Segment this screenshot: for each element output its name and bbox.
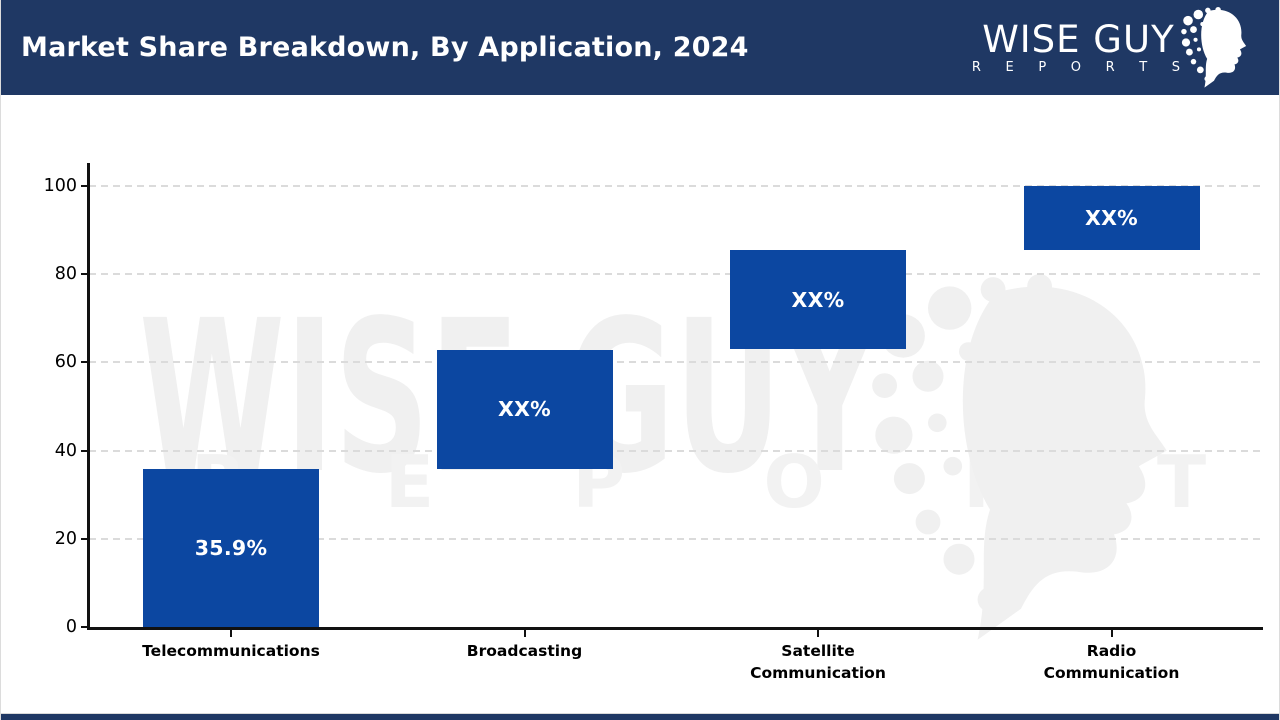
bar: XX% [436,349,613,469]
bar: 35.9% [143,468,319,627]
header: Market Share Breakdown, By Application, … [1,0,1279,95]
y-tick-mark [81,449,88,452]
bottom-hairline [1,713,1279,714]
x-category-label-line: Communication [750,664,886,682]
y-gridline [89,361,1263,364]
x-tick-mark [523,630,526,637]
x-category-label-line: Satellite [781,642,855,660]
x-tick-mark [817,630,819,637]
logo-text-wiseguy: WISE GUY [982,17,1175,61]
x-axis-line [87,627,1263,630]
x-category-label-line: Telecommunications [142,642,320,660]
y-tick-mark [81,626,88,628]
page-title: Market Share Breakdown, By Application, … [21,32,749,63]
y-tick-label: 0 [65,617,77,637]
y-gridline [89,185,1263,187]
logo-head-icon [1181,6,1247,88]
bar: XX% [730,250,906,350]
footer-bar [1,714,1279,720]
y-gridline [89,273,1263,276]
y-tick-label: 40 [54,440,77,461]
y-tick-label: 60 [54,352,77,373]
y-tick-label: 20 [54,528,77,549]
bar-value-label: XX% [791,287,845,312]
y-tick-mark [81,361,88,364]
y-tick-mark [81,185,88,187]
x-category-label-line: Radio [1086,642,1137,660]
x-category-label: Telecommunications [111,640,351,662]
bar-value-label: XX% [1084,205,1139,230]
y-tick-mark [81,273,88,276]
x-tick-mark [1110,630,1113,637]
x-category-label-line: Broadcasting [466,642,583,660]
logo-text-reports: R E P O R T S [971,59,1191,75]
bar-value-label: 35.9% [194,535,268,560]
chart-area: WISE GUY R E P O R T S 35.9%XX%XX%XX% 02… [1,95,1279,713]
bar: XX% [1023,186,1200,250]
y-gridline [89,449,1263,452]
x-category-label: Radio Communication [992,640,1232,684]
y-gridline [89,537,1263,540]
bar-value-label: XX% [497,397,552,422]
x-category-label: Satellite Communication [698,640,938,684]
y-tick-label: 80 [54,264,77,285]
watermark-head-icon [872,274,1167,640]
y-axis-line [87,163,90,629]
wiseguy-logo: WISE GUY R E P O R T S [966,6,1251,89]
y-tick-mark [81,537,88,540]
x-category-label-line: Communication [1043,664,1180,682]
logo-wordmark: WISE GUY R E P O R T S [966,17,1191,75]
y-tick-label: 100 [43,176,77,196]
x-category-label: Broadcasting [405,640,645,662]
x-tick-mark [230,630,232,637]
